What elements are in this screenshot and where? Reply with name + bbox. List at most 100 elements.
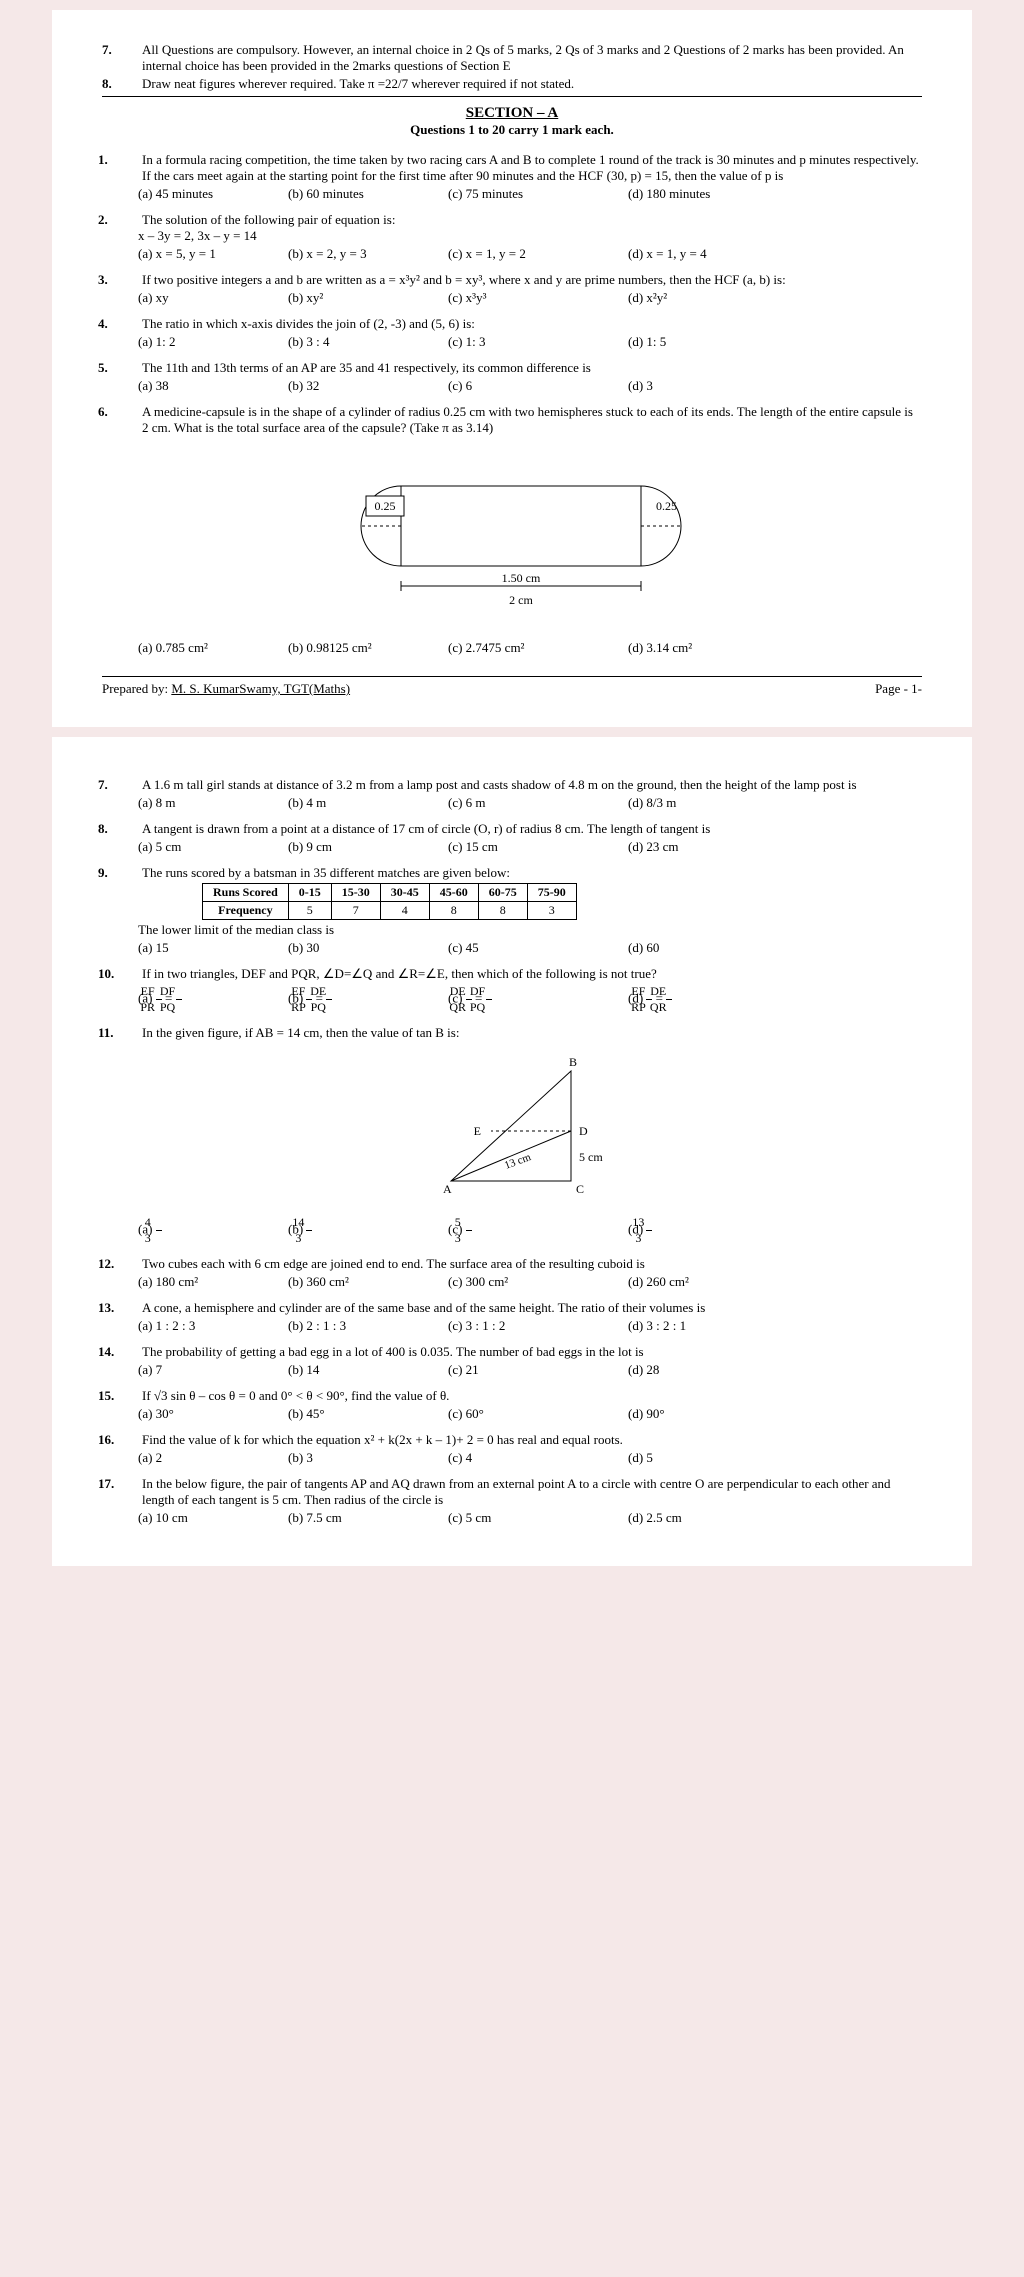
svg-text:A: A (443, 1182, 452, 1196)
svg-text:0.25: 0.25 (375, 499, 396, 513)
question-5: 5.The 11th and 13th terms of an AP are 3… (142, 360, 922, 394)
question-14-text: The probability of getting a bad egg in … (142, 1344, 644, 1359)
q15-option-b: (b) 45° (310, 1406, 470, 1422)
svg-text:13 cm: 13 cm (503, 1151, 533, 1172)
q6-option-d: (d) 3.14 cm² (650, 640, 800, 656)
question-7: 7.A 1.6 m tall girl stands at distance o… (142, 777, 922, 811)
q4-option-c: (c) 1: 3 (470, 334, 650, 350)
q9-frequency-table: Runs Scored 0-15 15-30 30-45 45-60 60-75… (202, 883, 577, 920)
q9-td-1: 5 (288, 902, 331, 920)
question-14: 14.The probability of getting a bad egg … (142, 1344, 922, 1378)
triangle-svg: B E D A C 13 cm 5 cm (391, 1051, 651, 1201)
q17-option-c: (c) 5 cm (470, 1510, 650, 1526)
svg-text:C: C (576, 1182, 584, 1196)
q11-option-c: (c) 53 (470, 1215, 650, 1246)
question-11-text: In the given figure, if AB = 14 cm, then… (142, 1025, 459, 1040)
question-13-text: A cone, a hemisphere and cylinder are of… (142, 1300, 705, 1315)
q11-option-b: (b) 143 (310, 1215, 470, 1246)
question-10-text: If in two triangles, DEF and PQR, ∠D=∠Q … (142, 966, 657, 981)
page-2: 7.A 1.6 m tall girl stands at distance o… (52, 737, 972, 1566)
q3-option-d: (d) x²y² (650, 290, 800, 306)
q2-option-d: (d) x = 1, y = 4 (650, 246, 800, 262)
q8-option-b: (b) 9 cm (310, 839, 470, 855)
q5-option-b: (b) 32 (310, 378, 470, 394)
question-13: 13.A cone, a hemisphere and cylinder are… (142, 1300, 922, 1334)
q9-th-5: 60-75 (478, 884, 527, 902)
instruction-8: 8.Draw neat figures wherever required. T… (142, 76, 922, 92)
section-subtitle: Questions 1 to 20 carry 1 mark each. (102, 122, 922, 138)
q7-option-d: (d) 8/3 m (650, 795, 800, 811)
q5-option-d: (d) 3 (650, 378, 800, 394)
page-footer: Prepared by: Prepared by: M. S. KumarSwa… (102, 676, 922, 697)
instruction-8-text: Draw neat figures wherever required. Tak… (142, 76, 574, 91)
q9-td-0: Frequency (203, 902, 289, 920)
q9-option-c: (c) 45 (470, 940, 650, 956)
q17-option-b: (b) 7.5 cm (310, 1510, 470, 1526)
q9-td-3: 4 (380, 902, 429, 920)
question-17-text: In the below figure, the pair of tangent… (142, 1476, 891, 1507)
question-6-text: A medicine-capsule is in the shape of a … (142, 404, 913, 435)
footer-page: Page - 1- (875, 681, 922, 697)
q14-option-c: (c) 21 (470, 1362, 650, 1378)
q12-option-c: (c) 300 cm² (470, 1274, 650, 1290)
question-4: 4.The ratio in which x-axis divides the … (142, 316, 922, 350)
question-6: 6.A medicine-capsule is in the shape of … (142, 404, 922, 656)
question-16: 16.Find the value of k for which the equ… (142, 1432, 922, 1466)
q1-option-d: (d) 180 minutes (650, 186, 800, 202)
q15-option-c: (c) 60° (470, 1406, 650, 1422)
question-12: 12.Two cubes each with 6 cm edge are joi… (142, 1256, 922, 1290)
question-15-text: If √3 sin θ – cos θ = 0 and 0° < θ < 90°… (142, 1388, 449, 1403)
q10-option-c: (c) DEQR = DFPQ (470, 984, 650, 1015)
question-16-text: Find the value of k for which the equati… (142, 1432, 623, 1447)
q13-option-d: (d) 3 : 2 : 1 (650, 1318, 800, 1334)
q2-option-c: (c) x = 1, y = 2 (470, 246, 650, 262)
question-1-text: In a formula racing competition, the tim… (142, 152, 919, 183)
q15-option-d: (d) 90° (650, 1406, 800, 1422)
svg-text:0.25: 0.25 (656, 499, 677, 513)
q9-subtext: The lower limit of the median class is (160, 922, 922, 938)
divider (102, 96, 922, 97)
question-17: 17.In the below figure, the pair of tang… (142, 1476, 922, 1526)
section-title: SECTION – A (102, 105, 922, 122)
q9-th-4: 45-60 (429, 884, 478, 902)
svg-text:5 cm: 5 cm (579, 1150, 603, 1164)
q3-option-b: (b) xy² (310, 290, 470, 306)
q8-option-c: (c) 15 cm (470, 839, 650, 855)
question-8: 8.A tangent is drawn from a point at a d… (142, 821, 922, 855)
question-9: 9.The runs scored by a batsman in 35 dif… (142, 865, 922, 956)
svg-text:E: E (474, 1124, 481, 1138)
page-1: 7.All Questions are compulsory. However,… (52, 10, 972, 727)
question-12-text: Two cubes each with 6 cm edge are joined… (142, 1256, 645, 1271)
q9-td-2: 7 (331, 902, 380, 920)
question-15: 15.If √3 sin θ – cos θ = 0 and 0° < θ < … (142, 1388, 922, 1422)
footer-author: Prepared by: Prepared by: M. S. KumarSwa… (102, 681, 350, 697)
q2-option-b: (b) x = 2, y = 3 (310, 246, 470, 262)
svg-text:D: D (579, 1124, 588, 1138)
q13-option-b: (b) 2 : 1 : 3 (310, 1318, 470, 1334)
q10-option-d: (d) EFRP = DEQR (650, 984, 800, 1015)
q16-option-b: (b) 3 (310, 1450, 470, 1466)
q1-option-b: (b) 60 minutes (310, 186, 470, 202)
q12-option-b: (b) 360 cm² (310, 1274, 470, 1290)
question-7-text: A 1.6 m tall girl stands at distance of … (142, 777, 857, 792)
question-1: 1.In a formula racing competition, the t… (142, 152, 922, 202)
question-8-text: A tangent is drawn from a point at a dis… (142, 821, 710, 836)
question-2-text: The solution of the following pair of eq… (142, 212, 395, 227)
instruction-7: 7.All Questions are compulsory. However,… (142, 42, 922, 74)
q11-option-d: (d) 133 (650, 1215, 800, 1246)
question-10: 10.If in two triangles, DEF and PQR, ∠D=… (142, 966, 922, 1015)
q1-option-c: (c) 75 minutes (470, 186, 650, 202)
question-3: 3.If two positive integers a and b are w… (142, 272, 922, 306)
q12-option-d: (d) 260 cm² (650, 1274, 800, 1290)
q4-option-b: (b) 3 : 4 (310, 334, 470, 350)
q9-th-1: 0-15 (288, 884, 331, 902)
q14-option-d: (d) 28 (650, 1362, 800, 1378)
q16-option-d: (d) 5 (650, 1450, 800, 1466)
q8-option-d: (d) 23 cm (650, 839, 800, 855)
question-11: 11.In the given figure, if AB = 14 cm, t… (142, 1025, 922, 1246)
q9-th-2: 15-30 (331, 884, 380, 902)
q9-td-4: 8 (429, 902, 478, 920)
q9-th-6: 75-90 (527, 884, 576, 902)
q3-option-c: (c) x³y³ (470, 290, 650, 306)
q9-th-3: 30-45 (380, 884, 429, 902)
